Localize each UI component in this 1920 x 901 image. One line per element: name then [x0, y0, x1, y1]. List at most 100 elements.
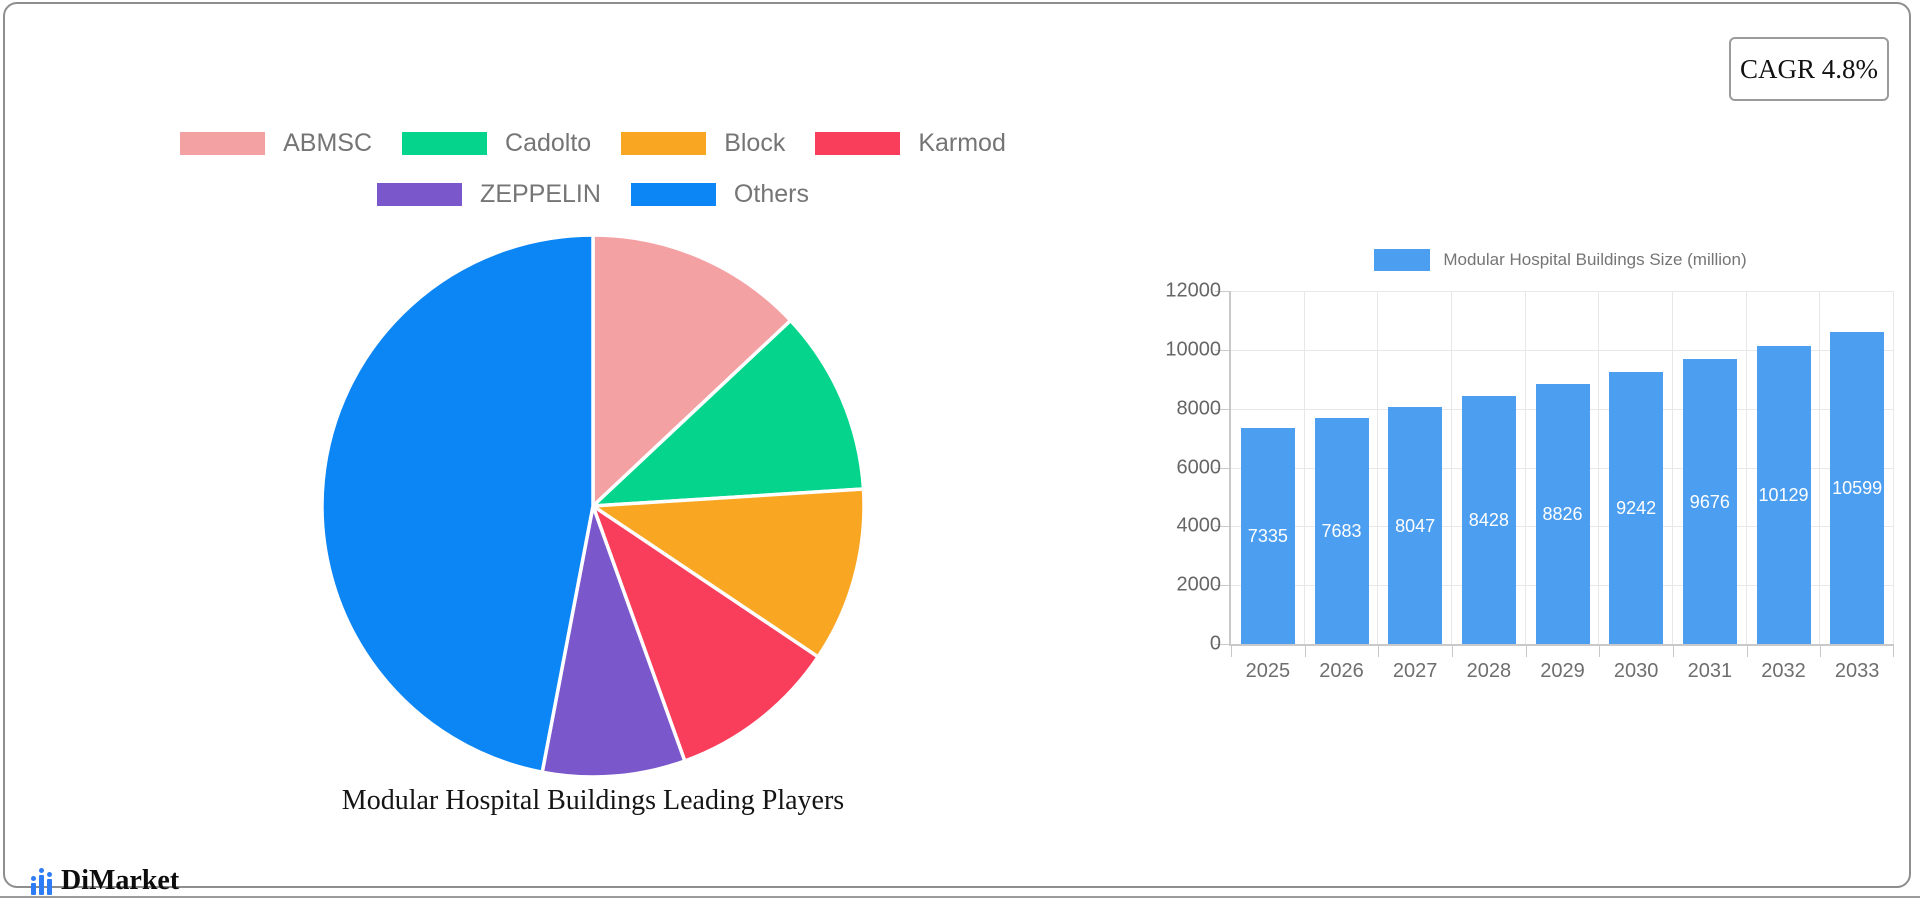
v-gridline [1524, 291, 1526, 644]
bar-2027: 8047 [1388, 407, 1443, 644]
pie-slice-zeppelin [540, 504, 687, 779]
legend-swatch-karmod [815, 132, 901, 155]
legend-item-karmod: Karmod [815, 131, 1006, 156]
bar-2025: 7335 [1240, 428, 1295, 644]
bar-2033: 10599 [1830, 332, 1885, 644]
pie-legend: ABMSC Cadolto Block Karmod ZEPPELIN Others [5, 131, 1181, 207]
legend-label: Karmod [918, 129, 1006, 157]
legend-label: Block [724, 129, 786, 157]
y-axis-tick [1215, 585, 1229, 587]
x-axis-label: 2031 [1687, 660, 1733, 682]
bar-legend-swatch [1374, 249, 1431, 271]
bar-plot: 0 2000 4000 6000 8000 10000 12000 7335 2025 7683 2… [1165, 280, 1894, 682]
x-axis-tick [1673, 646, 1674, 657]
x-axis-tick [1378, 646, 1380, 657]
pie-slice-karmod [591, 504, 820, 763]
bar-chart-logo-icon [31, 857, 52, 895]
legend-item-abmsc: ABMSC [180, 131, 372, 156]
pie-slice-cadolto [591, 318, 866, 508]
x-axis-label: 2026 [1319, 660, 1364, 682]
v-gridline [1598, 291, 1600, 644]
pie-legend-row: ABMSC Cadolto Block Karmod [180, 131, 1006, 156]
h-gridline [1231, 349, 1894, 351]
bar-value-label: 10129 [1758, 485, 1809, 506]
pie-panel: ABMSC Cadolto Block Karmod ZEPPELIN Others Mo… [5, 4, 1181, 890]
x-axis-tick [1893, 646, 1894, 657]
y-axis-label: 6000 [1176, 456, 1222, 478]
brand-name: DiMarket [61, 865, 180, 896]
legend-item-block: Block [621, 131, 785, 156]
legend-swatch-cadolto [402, 132, 488, 155]
brand-logo: DiMarket [31, 857, 179, 895]
legend-item-cadolto: Cadolto [402, 131, 591, 156]
x-axis-label: 2033 [1834, 660, 1880, 682]
bar-2031: 9676 [1682, 359, 1737, 644]
bar-value-label: 7683 [1321, 521, 1362, 541]
bar-value-label: 9242 [1616, 498, 1657, 519]
x-axis-tick [1525, 646, 1527, 657]
legend-label: Cadolto [505, 129, 592, 157]
y-axis-label: 8000 [1176, 397, 1222, 420]
bar-value-label: 8826 [1542, 504, 1583, 525]
bar-value-label: 8428 [1468, 510, 1509, 531]
y-axis-label: 2000 [1176, 573, 1222, 596]
x-axis-label: 2027 [1392, 660, 1438, 682]
next-section-edge [0, 896, 1920, 901]
y-axis-label: 4000 [1176, 514, 1222, 537]
pie-slice-block [591, 487, 866, 659]
x-axis-label: 2032 [1761, 660, 1806, 682]
bar-2030: 9242 [1609, 372, 1664, 644]
pie-title: Modular Hospital Buildings Leading Playe… [341, 785, 845, 816]
y-axis-tick [1215, 526, 1229, 528]
legend-item-others: Others [630, 180, 809, 208]
x-axis-tick [1599, 646, 1601, 657]
y-axis-label: 10000 [1165, 338, 1221, 361]
v-gridline [1672, 291, 1673, 644]
legend-label: ZEPPELIN [480, 180, 601, 208]
bar-2029: 8826 [1535, 384, 1590, 644]
legend-item-zeppelin: ZEPPELIN [377, 182, 601, 207]
pie-slice-others [320, 233, 595, 774]
x-axis-label: 2025 [1245, 660, 1291, 682]
x-axis-tick [1452, 646, 1453, 657]
pie-slice-abmsc [591, 233, 793, 508]
y-axis-tick [1215, 467, 1229, 469]
y-axis-label: 12000 [1165, 279, 1221, 302]
legend-swatch-others [630, 183, 716, 206]
x-axis-label: 2030 [1613, 660, 1659, 682]
y-axis-label: 0 [1209, 632, 1221, 655]
h-gridline [1231, 291, 1894, 292]
legend-swatch-abmsc [180, 132, 266, 155]
v-gridline [1303, 291, 1305, 644]
pie-chart [320, 233, 866, 779]
y-axis-tick [1215, 644, 1229, 645]
v-gridline [1893, 291, 1894, 644]
bar-value-label: 10599 [1832, 478, 1883, 499]
bar-value-label: 9676 [1689, 491, 1730, 512]
y-axis-tick [1215, 408, 1229, 410]
y-axis-tick [1215, 349, 1229, 351]
bar-legend-label: Modular Hospital Buildings Size (million… [1443, 250, 1747, 269]
legend-swatch-zeppelin [377, 183, 463, 206]
bar-2032: 10129 [1756, 346, 1811, 644]
x-axis-tick [1304, 646, 1306, 657]
legend-label: Others [733, 180, 809, 208]
x-axis-tick [1231, 646, 1232, 657]
bar-value-label: 8047 [1395, 515, 1436, 536]
v-gridline [1745, 291, 1747, 644]
chart-card: CAGR 4.8% ABMSC Cadolto Block Karmod ZEPPELI… [3, 2, 1911, 895]
legend-swatch-block [621, 132, 707, 155]
bar-legend: Modular Hospital Buildings Size (million… [1229, 249, 1892, 271]
y-axis-tick [1215, 291, 1229, 292]
legend-label: ABMSC [283, 129, 373, 157]
v-gridline [1819, 291, 1821, 644]
pie-legend-row: ZEPPELIN Others [377, 182, 809, 207]
x-axis-label: 2029 [1540, 660, 1585, 682]
bar-value-label: 7335 [1247, 526, 1288, 547]
x-axis-tick [1746, 646, 1748, 657]
cagr-badge: CAGR 4.8% [1729, 37, 1889, 101]
v-gridline [1377, 291, 1379, 644]
x-axis-label: 2028 [1466, 660, 1512, 682]
bar-2026: 7683 [1314, 418, 1369, 644]
